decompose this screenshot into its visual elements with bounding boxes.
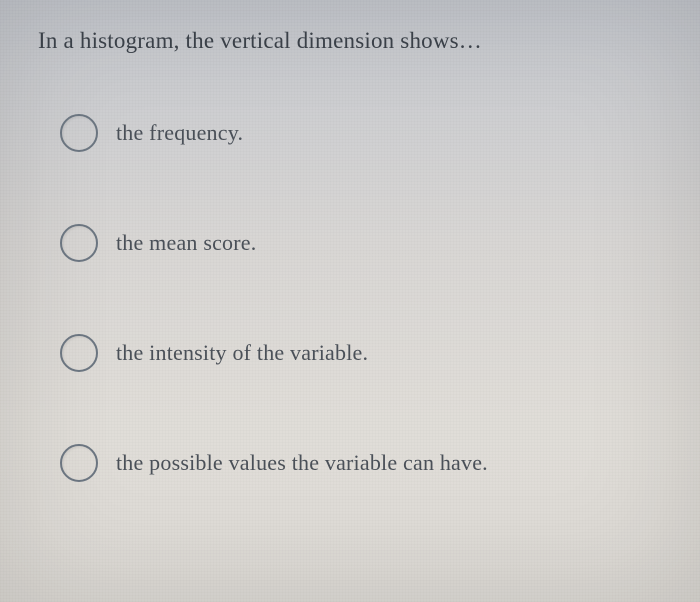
option-row[interactable]: the mean score. — [38, 224, 662, 262]
option-row[interactable]: the intensity of the variable. — [38, 334, 662, 372]
question-prompt: In a histogram, the vertical dimension s… — [38, 28, 662, 54]
option-row[interactable]: the frequency. — [38, 114, 662, 152]
option-label: the intensity of the variable. — [116, 340, 368, 366]
option-label: the mean score. — [116, 230, 256, 256]
option-row[interactable]: the possible values the variable can hav… — [38, 444, 662, 482]
radio-button-1[interactable] — [60, 114, 98, 152]
radio-button-2[interactable] — [60, 224, 98, 262]
option-label: the frequency. — [116, 120, 243, 146]
radio-button-4[interactable] — [60, 444, 98, 482]
radio-button-3[interactable] — [60, 334, 98, 372]
quiz-container: In a histogram, the vertical dimension s… — [0, 0, 700, 482]
option-label: the possible values the variable can hav… — [116, 450, 488, 476]
